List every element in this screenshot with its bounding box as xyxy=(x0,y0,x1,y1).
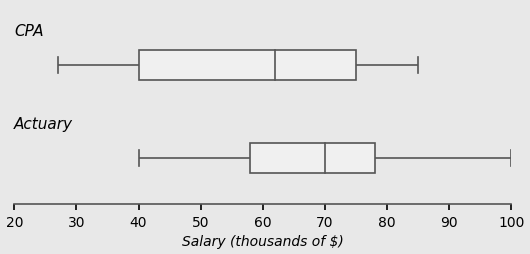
Text: Actuary: Actuary xyxy=(14,117,73,132)
Text: CPA: CPA xyxy=(14,24,44,39)
Bar xyxy=(250,144,375,173)
X-axis label: Salary (thousands of $): Salary (thousands of $) xyxy=(182,234,343,248)
Bar xyxy=(138,51,356,81)
